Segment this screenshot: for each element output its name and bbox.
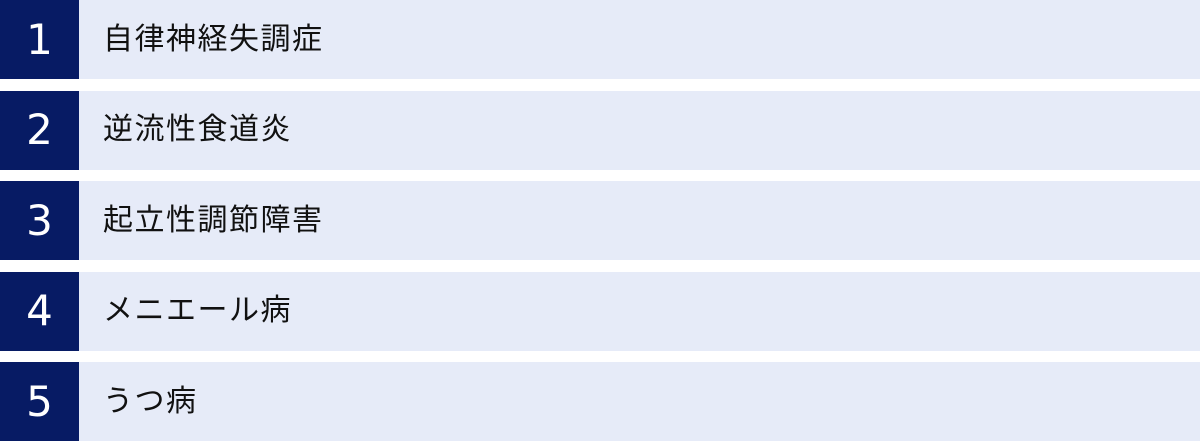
rank-badge: 4 xyxy=(0,271,79,351)
item-label-bar: メニエール病 xyxy=(79,271,1200,351)
item-label: 自律神経失調症 xyxy=(103,21,324,57)
list-item: 1 自律神経失調症 xyxy=(0,0,1200,79)
rank-badge: 5 xyxy=(0,362,79,441)
rank-badge: 3 xyxy=(0,181,79,260)
item-label: 逆流性食道炎 xyxy=(103,112,292,147)
item-label: メニエール病 xyxy=(103,293,292,328)
list-item: 5 うつ病 xyxy=(0,362,1200,441)
list-item: 3 起立性調節障害 xyxy=(0,181,1200,260)
item-label-bar: 自律神経失調症 xyxy=(79,0,1200,79)
item-label: 起立性調節障害 xyxy=(103,202,324,238)
item-label-bar: うつ病 xyxy=(79,362,1200,441)
item-label: うつ病 xyxy=(103,383,198,419)
item-label-bar: 逆流性食道炎 xyxy=(79,90,1200,170)
item-label-bar: 起立性調節障害 xyxy=(79,181,1200,260)
rank-badge: 2 xyxy=(0,90,79,170)
list-item: 2 逆流性食道炎 xyxy=(0,90,1200,170)
rank-badge: 1 xyxy=(0,0,79,79)
list-item: 4 メニエール病 xyxy=(0,271,1200,351)
